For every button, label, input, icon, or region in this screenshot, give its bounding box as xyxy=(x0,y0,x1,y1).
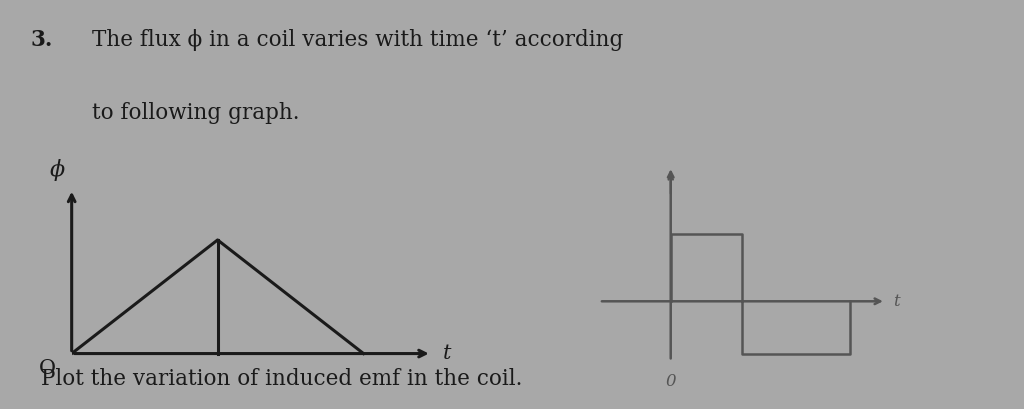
Text: O: O xyxy=(39,359,56,378)
Text: Plot the variation of induced emf in the coil.: Plot the variation of induced emf in the… xyxy=(41,368,522,390)
Text: The flux ϕ in a coil varies with time ‘t’ according: The flux ϕ in a coil varies with time ‘t… xyxy=(92,29,624,51)
Text: t: t xyxy=(893,293,899,310)
Text: 3.: 3. xyxy=(31,29,53,51)
Text: t: t xyxy=(443,344,452,363)
Text: to following graph.: to following graph. xyxy=(92,102,300,124)
Text: ϕ: ϕ xyxy=(49,159,65,181)
Text: 0: 0 xyxy=(666,373,676,389)
